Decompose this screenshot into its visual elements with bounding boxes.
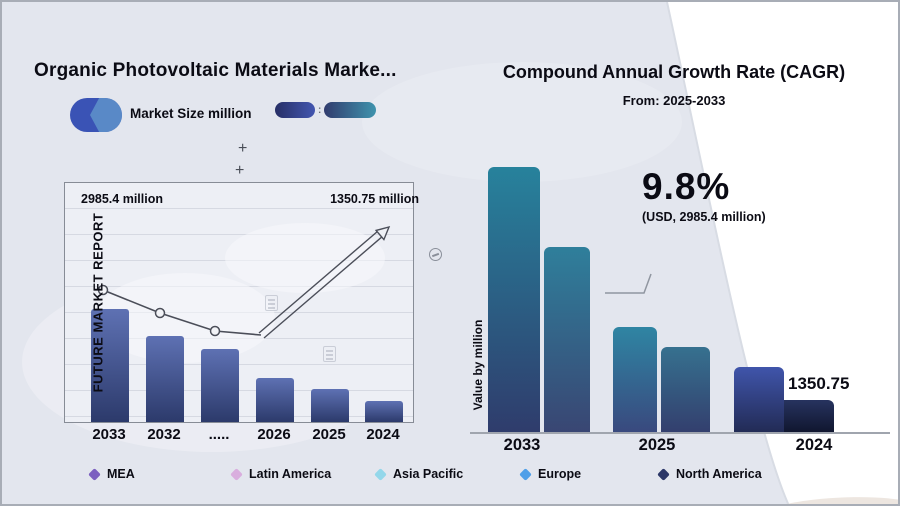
x-label-ellipsis: ..... xyxy=(208,426,230,443)
cagr-title: Compound Annual Growth Rate (CAGR) xyxy=(502,62,846,82)
x-label-2024: 2024 xyxy=(366,426,400,443)
minus-circle-icon xyxy=(429,248,442,261)
trend-line-arrow xyxy=(97,225,391,339)
bar-2024 xyxy=(365,401,403,422)
bar-2026 xyxy=(256,378,294,422)
x-label-2024: 2024 xyxy=(795,436,833,454)
bar-2025-b xyxy=(661,347,710,432)
x-label-2033: 2033 xyxy=(92,426,126,443)
diamond-icon xyxy=(519,467,532,481)
bar-2033-b xyxy=(544,247,590,432)
legend-item-north-america: North America xyxy=(657,467,762,481)
value-axis-label: Value by million xyxy=(471,319,485,411)
diamond-icon xyxy=(230,467,243,481)
legend-label: North America xyxy=(676,467,762,481)
bar-2033-a xyxy=(488,167,540,432)
legend-label: Latin America xyxy=(249,467,332,481)
cagr-note: (USD, 2985.4 million) xyxy=(642,210,766,224)
x-label-2025: 2025 xyxy=(312,426,346,443)
x-label-2025: 2025 xyxy=(638,436,676,454)
chart-min-value-label: 1350.75 million xyxy=(330,192,419,206)
market-size-pill-icon xyxy=(70,98,122,132)
bar-2033 xyxy=(91,309,129,422)
bar-2024-a xyxy=(734,367,784,432)
plus-mark-icon: + xyxy=(238,140,248,157)
diamond-icon xyxy=(657,467,670,481)
chart-max-value-label: 2985.4 million xyxy=(81,192,163,206)
legend-item-europe: Europe xyxy=(519,467,582,481)
x-label-2026: 2026 xyxy=(257,426,291,443)
ratio-separator: : xyxy=(318,104,322,116)
market-size-chart: 2985.4 million 1350.75 million FUTURE MA… xyxy=(64,182,485,423)
bar-2025-a xyxy=(613,327,657,432)
right-chart-axis xyxy=(470,432,890,434)
ratio-pill-teal-icon xyxy=(324,102,377,118)
bar-2025 xyxy=(311,389,349,422)
plus-mark-icon: + xyxy=(235,162,245,179)
bar-2032 xyxy=(146,336,184,422)
diamond-icon xyxy=(374,467,387,481)
legend-label: Asia Pacific xyxy=(393,467,464,481)
legend-item-mea: MEA xyxy=(88,467,135,481)
x-label-2032: 2032 xyxy=(147,426,181,443)
cagr-value: 9.8% xyxy=(642,166,731,207)
legend-label: Europe xyxy=(538,467,582,481)
diamond-icon xyxy=(88,467,101,481)
hexagon-icon xyxy=(90,98,122,132)
legend-label: MEA xyxy=(107,467,135,481)
ratio-pill-indigo-icon xyxy=(275,102,315,118)
future-market-report-label: FUTURE MARKET REPORT xyxy=(90,212,106,393)
legend-item-latin-america: Latin America xyxy=(230,467,332,481)
bar-ellipsis xyxy=(201,349,239,422)
ratio-pills: : xyxy=(275,102,377,118)
document-icon xyxy=(323,346,336,362)
x-label-2033: 2033 xyxy=(503,436,541,454)
cagr-subtitle: From: 2025-2033 xyxy=(622,93,726,108)
value-callout-1350: 1350.75 xyxy=(788,374,850,393)
document-icon xyxy=(265,295,278,311)
market-size-label: Market Size million xyxy=(130,106,252,121)
page-title: Organic Photovoltaic Materials Marke... xyxy=(34,60,397,81)
legend-item-asia-pacific: Asia Pacific xyxy=(374,467,464,481)
bar-2024-b xyxy=(784,400,834,432)
